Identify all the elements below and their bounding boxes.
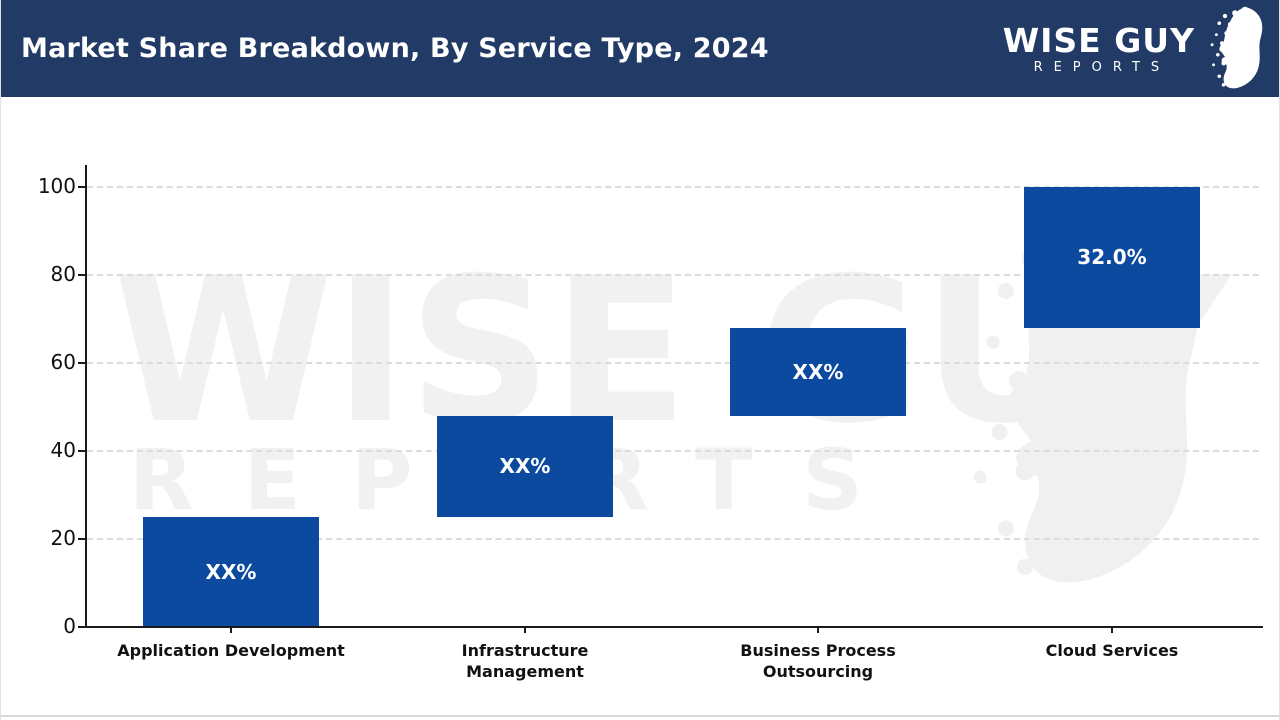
page-title: Market Share Breakdown, By Service Type,… (21, 33, 769, 64)
y-tick-mark-0 (78, 626, 86, 628)
x-category-label-cloud-services: Cloud Services (1045, 641, 1179, 660)
header: Market Share Breakdown, By Service Type,… (1, 0, 1279, 97)
bar-value-label: 32.0% (1077, 245, 1147, 270)
x-tick-mark-cloud-services (1111, 627, 1113, 633)
card-bottom-border (1, 715, 1279, 717)
wiseguy-logo: WISE GUY REPORTS (1003, 6, 1269, 92)
bar-infrastructure-management: XX% (437, 415, 613, 517)
y-tick-mark-40 (78, 450, 86, 452)
gridline-100 (87, 186, 1259, 188)
y-tick-mark-100 (78, 186, 86, 188)
bar-application-development: XX% (143, 517, 319, 627)
logo-subtitle: REPORTS (1033, 60, 1171, 75)
y-axis (85, 165, 87, 628)
logo-wordmark: WISE GUY (1002, 21, 1195, 60)
gridline-60 (87, 362, 1259, 364)
logo-text: WISE GUY REPORTS (1003, 24, 1195, 74)
x-category-label-infrastructure-management: Infrastructure Management (461, 641, 589, 682)
gridline-20 (87, 538, 1259, 540)
y-tick-label-60: 60 (50, 350, 76, 374)
bar-value-label: XX% (792, 359, 844, 384)
bar-business-process-outsourcing: XX% (730, 327, 906, 416)
x-axis (85, 626, 1263, 628)
gridline-40 (87, 450, 1259, 452)
bar-value-label: XX% (499, 454, 551, 479)
y-tick-mark-20 (78, 538, 86, 540)
gridline-80 (87, 274, 1259, 276)
x-category-label-business-process-outsourcing: Business Process Outsourcing (740, 641, 896, 682)
y-tick-mark-60 (78, 362, 86, 364)
y-tick-mark-80 (78, 274, 86, 276)
x-category-label-application-development: Application Development (117, 641, 345, 660)
y-tick-label-40: 40 (50, 438, 76, 462)
x-tick-mark-business-process-outsourcing (817, 627, 819, 633)
x-tick-mark-application-development (230, 627, 232, 633)
x-tick-mark-infrastructure-management (524, 627, 526, 633)
bar-cloud-services: 32.0% (1024, 187, 1200, 328)
y-tick-label-20: 20 (50, 526, 76, 550)
bar-value-label: XX% (205, 560, 257, 584)
y-tick-label-80: 80 (50, 262, 76, 286)
y-tick-label-100: 100 (37, 174, 76, 198)
y-tick-label-0: 0 (63, 614, 76, 638)
